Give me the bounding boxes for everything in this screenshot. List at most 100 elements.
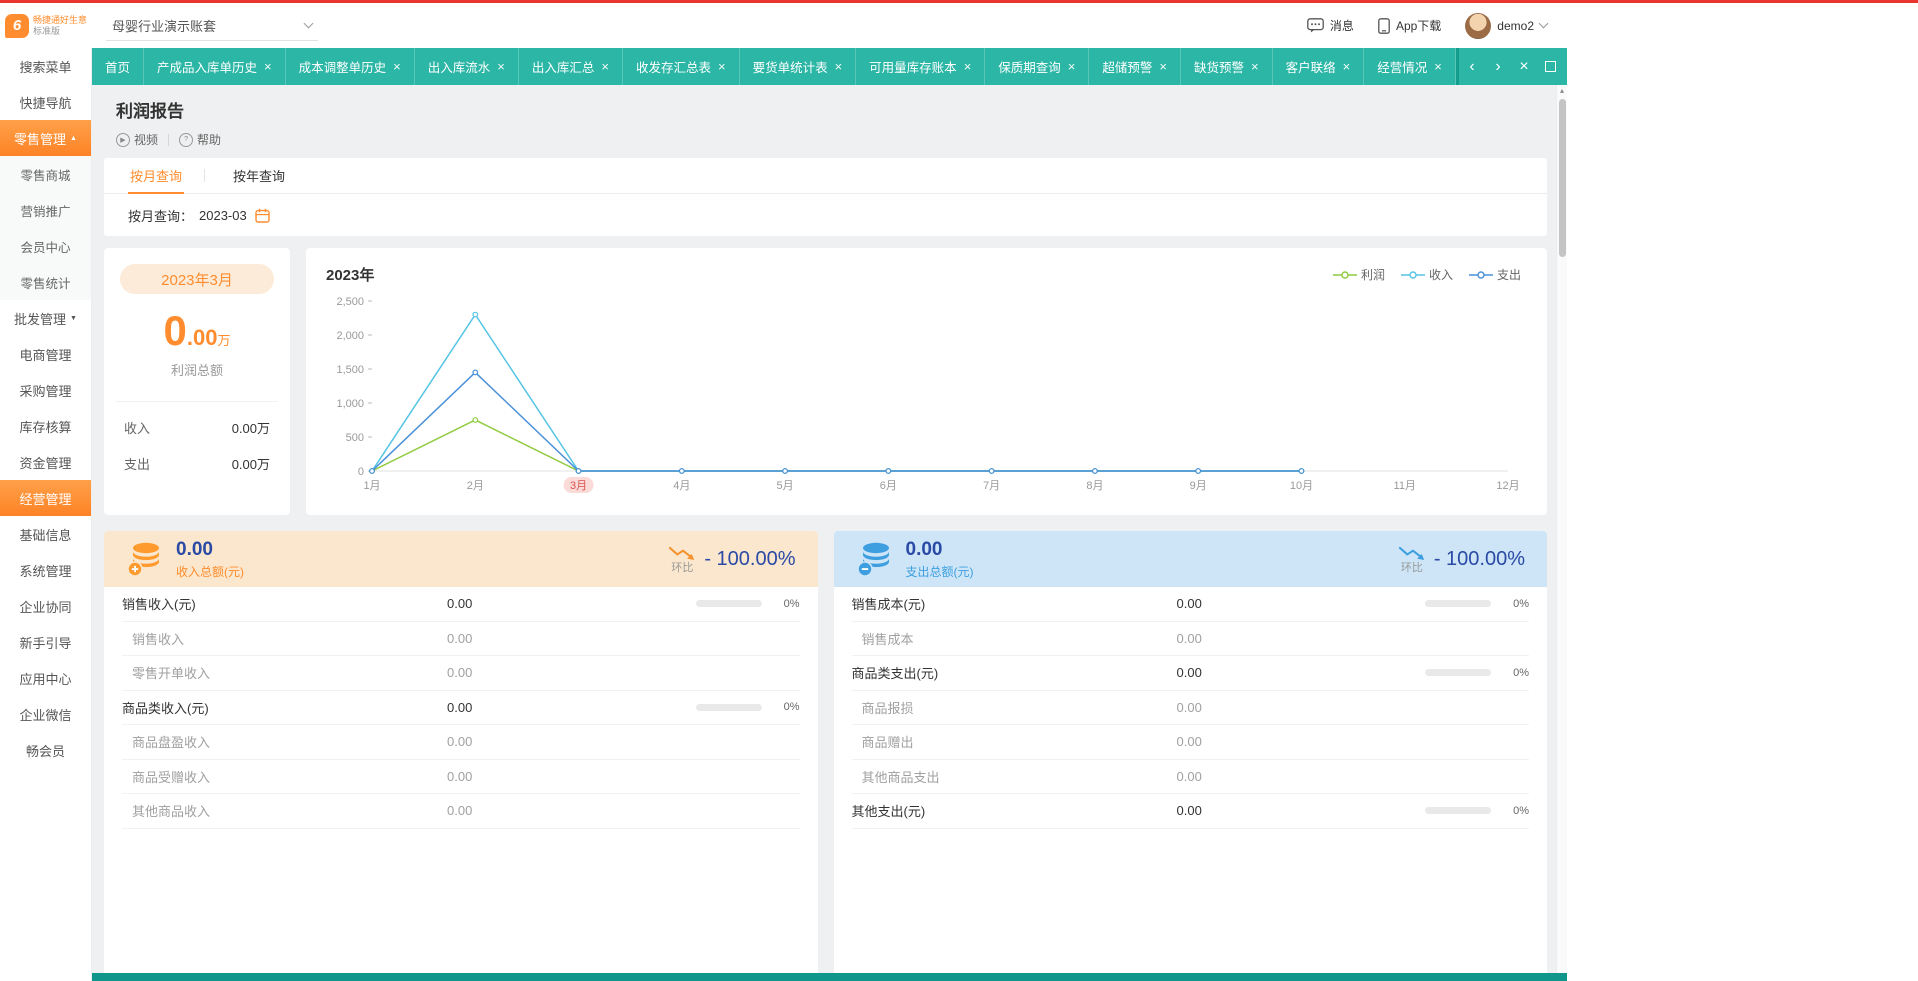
- sidebar-item-系统管理[interactable]: 系统管理: [0, 552, 91, 588]
- tab-label: 可用量库存账本: [869, 61, 957, 75]
- expand-arrow-icon: ▼: [70, 314, 77, 322]
- profit-amount-int: 0: [163, 307, 187, 354]
- svg-text:500: 500: [346, 432, 364, 444]
- sidebar-item-快捷导航[interactable]: 快捷导航: [0, 84, 91, 120]
- sidebar-item-基础信息[interactable]: 基础信息: [0, 516, 91, 552]
- sidebar-item-新手引导[interactable]: 新手引导: [0, 624, 91, 660]
- sidebar-item-零售统计[interactable]: 零售统计: [0, 264, 91, 300]
- legend-item-利润[interactable]: 利润: [1332, 266, 1385, 283]
- account-name: 母婴行业演示账套: [112, 18, 217, 34]
- sidebar-item-经营管理[interactable]: 经营管理: [0, 480, 91, 516]
- user-menu[interactable]: demo2: [1465, 12, 1549, 39]
- tab-close-icon[interactable]: ×: [1159, 59, 1167, 74]
- app-download-button[interactable]: App下载: [1378, 17, 1441, 34]
- expense-ratio-label: 环比: [1400, 561, 1423, 574]
- fullscreen-button[interactable]: [1537, 48, 1563, 85]
- row-value: 0.00: [447, 596, 473, 612]
- sidebar-item-零售管理[interactable]: 零售管理 ▲: [0, 120, 91, 156]
- query-tab-按月查询[interactable]: 按月查询: [128, 158, 185, 194]
- tab-首页[interactable]: 首页: [92, 48, 145, 85]
- tab-出入库流水[interactable]: 出入库流水 ×: [415, 48, 519, 85]
- summary-row-value: 0.00万: [231, 457, 270, 472]
- tab-经营情况[interactable]: 经营情况 ×: [1364, 48, 1456, 85]
- row-value: 0.00: [1176, 768, 1202, 784]
- query-tab-按年查询[interactable]: 按年查询: [233, 169, 286, 184]
- report-row-商品类支出(元): 商品类支出(元) 0.00 0%: [851, 656, 1529, 691]
- tab-close-icon[interactable]: ×: [393, 59, 401, 74]
- legend-item-支出[interactable]: 支出: [1468, 266, 1521, 283]
- report-row-商品报损: 商品报损 0.00: [851, 691, 1529, 725]
- sidebar-item-畅会员[interactable]: 畅会员: [0, 732, 91, 768]
- vertical-scrollbar[interactable]: ▴: [1556, 85, 1567, 973]
- sidebar-item-label: 库存核算: [19, 419, 72, 435]
- tab-close-icon[interactable]: ×: [1251, 59, 1259, 74]
- tab-close-icon[interactable]: ×: [717, 59, 726, 74]
- sidebar-item-label: 采购管理: [19, 383, 72, 399]
- sidebar-item-企业协同[interactable]: 企业协同: [0, 588, 91, 624]
- tab-close-icon[interactable]: ×: [1342, 59, 1351, 74]
- sidebar-item-采购管理[interactable]: 采购管理: [0, 372, 91, 408]
- tab-close-icon[interactable]: ×: [963, 59, 972, 74]
- topbar-right: 消息 App下载 demo2: [1307, 12, 1567, 39]
- income-total-label: 收入总额(元): [176, 564, 244, 579]
- month-picker-value[interactable]: 2023-03: [199, 207, 247, 223]
- scrollbar-up-arrow-icon[interactable]: ▴: [1559, 86, 1564, 95]
- tab-要货单统计表[interactable]: 要货单统计表 ×: [740, 48, 857, 85]
- tab-close-icon[interactable]: ×: [834, 59, 843, 74]
- tab-close-icon[interactable]: ×: [497, 59, 505, 74]
- sidebar-item-批发管理[interactable]: 批发管理 ▼: [0, 300, 91, 336]
- row-value: 0.00: [1176, 734, 1202, 750]
- video-link[interactable]: ▶ 视频: [116, 131, 158, 148]
- account-selector[interactable]: 母婴行业演示账套: [106, 11, 318, 41]
- sidebar-item-应用中心[interactable]: 应用中心: [0, 660, 91, 696]
- tab-close-icon[interactable]: ×: [264, 59, 272, 74]
- row-label: 商品报损: [861, 700, 914, 716]
- topbar: 6 畅捷通好生意 标准版 母婴行业演示账套 消息: [0, 3, 1567, 48]
- close-all-tabs-button[interactable]: ×: [1519, 57, 1529, 75]
- chevron-down-icon: [1538, 18, 1549, 29]
- tab-close-icon[interactable]: ×: [601, 59, 609, 74]
- tab-可用量库存账本[interactable]: 可用量库存账本 ×: [856, 48, 986, 85]
- row-value: 0.00: [1176, 803, 1202, 819]
- tab-close-icon[interactable]: ×: [1067, 59, 1076, 74]
- row-value: 0.00: [1176, 596, 1202, 612]
- scroll-tabs-left-button[interactable]: ‹: [1469, 57, 1475, 75]
- tab-保质期查询[interactable]: 保质期查询 ×: [985, 48, 1090, 85]
- tab-list: 首页 产成品入库单历史 × 成本调整单历史 × 出入库流水 × 出入库汇总 × 收发存汇总表 × 要货…: [92, 48, 1459, 85]
- tab-利润报告[interactable]: 利润报告×: [1455, 48, 1459, 85]
- svg-text:2,000: 2,000: [336, 330, 364, 342]
- tab-超储预警[interactable]: 超储预警 ×: [1089, 48, 1181, 85]
- row-percent: 0%: [783, 597, 800, 610]
- tab-成本调整单历史[interactable]: 成本调整单历史 ×: [286, 48, 415, 85]
- sidebar-item-电商管理[interactable]: 电商管理: [0, 336, 91, 372]
- horizontal-scrollbar[interactable]: [92, 973, 1567, 981]
- sidebar-item-企业微信[interactable]: 企业微信: [0, 696, 91, 732]
- tab-客户联络[interactable]: 客户联络 ×: [1273, 48, 1365, 85]
- tab-close-icon[interactable]: ×: [1434, 59, 1442, 74]
- divider: [168, 133, 170, 146]
- sidebar-item-库存核算[interactable]: 库存核算: [0, 408, 91, 444]
- messages-button[interactable]: 消息: [1307, 17, 1354, 34]
- summary-rows: 收入 0.00万 支出 0.00万: [116, 401, 278, 473]
- logo[interactable]: 6 畅捷通好生意 标准版: [0, 13, 92, 38]
- sidebar-item-label: 畅会员: [25, 743, 65, 759]
- scroll-tabs-right-button[interactable]: ›: [1495, 57, 1501, 75]
- report-row-销售收入(元): 销售收入(元) 0.00 0%: [122, 587, 800, 622]
- report-row-销售成本(元): 销售成本(元) 0.00 0%: [851, 587, 1529, 622]
- scrollbar-thumb[interactable]: [1558, 99, 1566, 257]
- sidebar-item-营销推广[interactable]: 营销推广: [0, 192, 91, 228]
- help-icon: ?: [179, 132, 194, 147]
- calendar-icon[interactable]: [255, 208, 270, 223]
- sidebar-item-资金管理[interactable]: 资金管理: [0, 444, 91, 480]
- tab-产成品入库单历史[interactable]: 产成品入库单历史 ×: [144, 48, 286, 85]
- sidebar-item-零售商城[interactable]: 零售商城: [0, 156, 91, 192]
- legend-item-收入[interactable]: 收入: [1400, 266, 1453, 283]
- sidebar-item-label: 快捷导航: [19, 95, 72, 111]
- tab-出入库汇总[interactable]: 出入库汇总 ×: [519, 48, 623, 85]
- tab-缺货预警[interactable]: 缺货预警 ×: [1181, 48, 1273, 85]
- help-link[interactable]: ? 帮助: [179, 131, 221, 148]
- sidebar-item-label: 零售统计: [20, 276, 71, 291]
- tab-收发存汇总表[interactable]: 收发存汇总表 ×: [623, 48, 740, 85]
- sidebar-item-搜索菜单[interactable]: 搜索菜单: [0, 48, 91, 84]
- sidebar-item-会员中心[interactable]: 会员中心: [0, 228, 91, 264]
